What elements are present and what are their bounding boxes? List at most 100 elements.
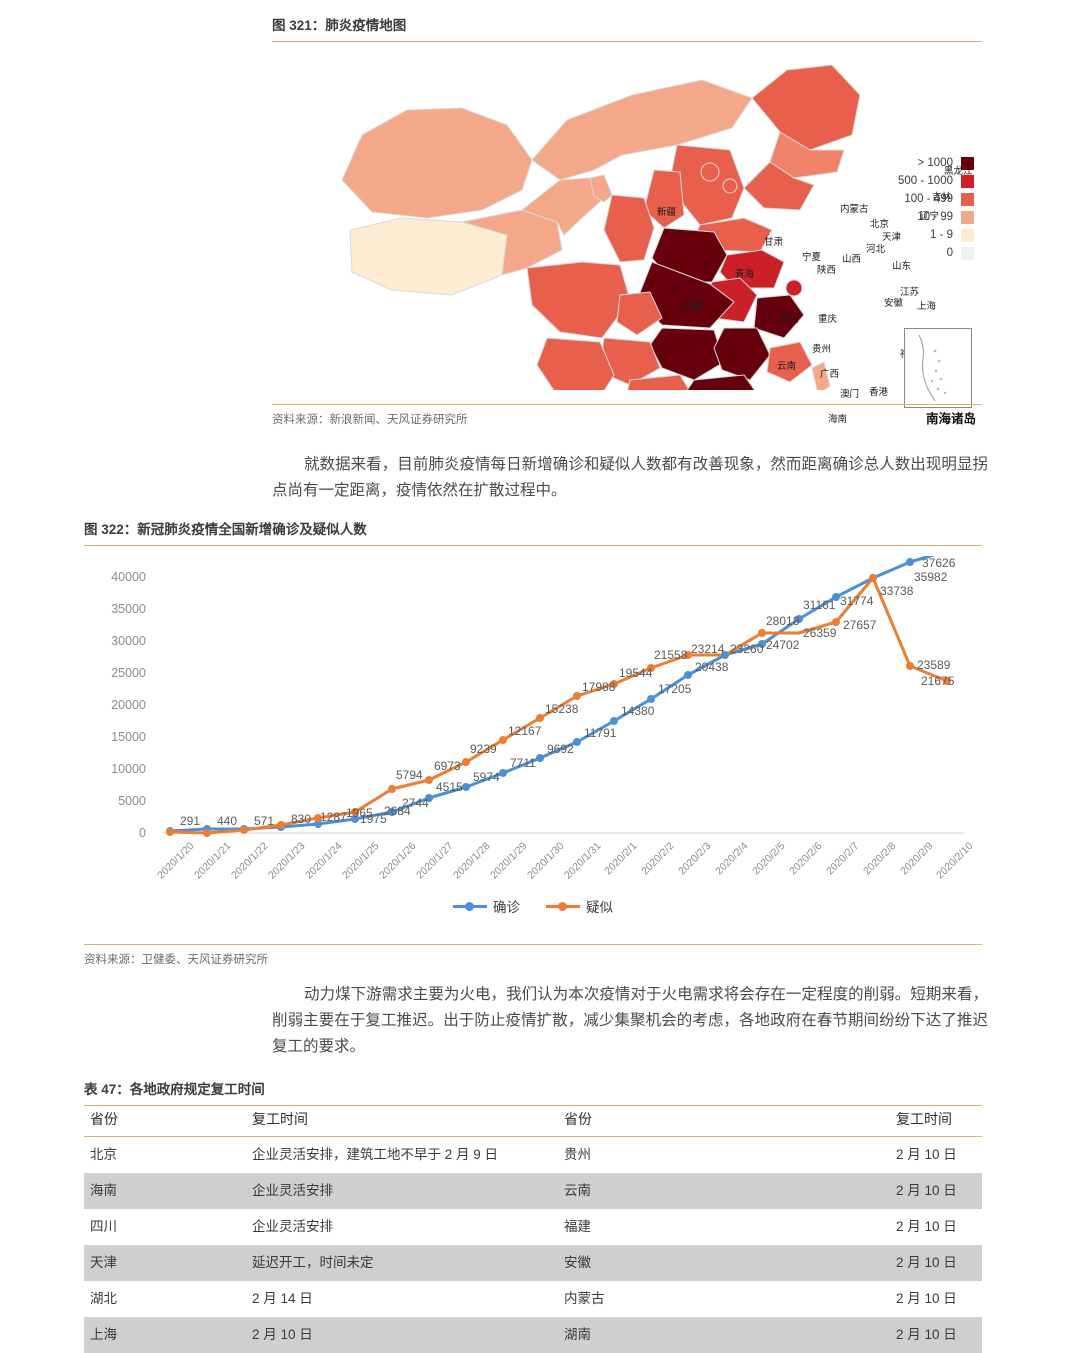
map-label-30: 澳门 — [840, 386, 859, 400]
legend-swatch — [961, 193, 974, 206]
legend-text-confirmed: 确诊 — [493, 896, 520, 916]
legend-swatch — [961, 247, 974, 260]
legend-text-suspected: 疑似 — [586, 896, 613, 916]
legend-label: > 1000 — [918, 157, 954, 169]
legend-label: 0 — [947, 247, 953, 259]
data-label: 1287 — [320, 810, 347, 824]
cell-province-2: 贵州 — [558, 1137, 890, 1174]
map-label-7: 山西 — [842, 251, 861, 265]
table-header-province-1: 省份 — [84, 1102, 246, 1137]
map-label-23: 湖南 — [850, 334, 869, 348]
map-label-17: 安徽 — [884, 295, 903, 309]
cell-province-1: 湖北 — [84, 1281, 246, 1317]
cell-time-1: 2 月 10 日 — [246, 1317, 558, 1353]
map-label-20: 浙江 — [906, 312, 925, 326]
data-label: 571 — [254, 814, 274, 828]
cell-province-2: 湖南 — [558, 1317, 890, 1353]
legend-row: > 1000 — [862, 154, 974, 172]
legend-item-suspected[interactable]: 疑似 — [546, 896, 613, 916]
south-china-sea-inset — [904, 328, 972, 408]
data-label: 26359 — [803, 626, 836, 640]
epidemic-line-chart: 40000 35000 30000 25000 20000 15000 1000… — [84, 556, 982, 938]
cell-province-2: 福建 — [558, 1209, 890, 1245]
legend-label: 1 - 9 — [930, 229, 953, 241]
data-label: 35982 — [914, 570, 947, 584]
map-label-22: 重庆 — [818, 311, 837, 325]
cell-time-1: 企业灵活安排 — [246, 1173, 558, 1209]
cell-time-2: 2 月 10 日 — [890, 1137, 982, 1174]
data-label: 830 — [291, 812, 311, 826]
data-label: 7711 — [510, 756, 536, 770]
cell-time-1: 2 月 14 日 — [246, 1281, 558, 1317]
table-row: 湖北 2 月 14 日 内蒙古 2 月 10 日 — [84, 1281, 982, 1317]
data-label: 5794 — [396, 768, 423, 782]
paragraph-two-text: 动力煤下游需求主要为火电，我们认为本次疫情对于火电需求将会存在一定程度的削弱。短… — [272, 982, 988, 1060]
cell-province-1: 上海 — [84, 1317, 246, 1353]
table-header-row: 省份 复工时间 省份 复工时间 — [84, 1102, 982, 1137]
map-label-15: 河南 — [858, 278, 877, 292]
data-label: 21558 — [654, 648, 687, 662]
legend-row: 500 - 1000 — [862, 172, 974, 190]
inset-svg — [905, 329, 969, 405]
china-epidemic-map: 黑龙江 吉林 辽宁 内蒙古 北京 天津 河北 山西 山东 宁夏 陕西 甘肃 青海… — [272, 46, 982, 398]
data-label: 17988 — [582, 680, 615, 694]
map-label-21: 四川 — [780, 311, 799, 325]
cell-province-1: 海南 — [84, 1173, 246, 1209]
data-label: 15238 — [545, 702, 578, 716]
legend-row: 100 - 499 — [862, 190, 974, 208]
data-label: 9692 — [547, 742, 574, 756]
data-label: 24702 — [766, 638, 799, 652]
cell-province-1: 天津 — [84, 1245, 246, 1281]
map-label-31: 香港 — [869, 384, 888, 398]
work-resumption-table: 省份 复工时间 省份 复工时间 北京 企业灵活安排，建筑工地不早于 2 月 9 … — [84, 1102, 982, 1353]
paragraph-one-text: 就数据来看，目前肺炎疫情每日新增确诊和疑似人数都有改善现象，然而距离确诊总人数出… — [272, 452, 988, 504]
table-row: 海南 企业灵活安排 云南 2 月 10 日 — [84, 1173, 982, 1209]
table-header-time-1: 复工时间 — [246, 1102, 558, 1137]
legend-swatch — [961, 229, 974, 242]
legend-marker-confirmed — [453, 900, 487, 912]
legend-label: 500 - 1000 — [898, 175, 953, 187]
cell-province-1: 四川 — [84, 1209, 246, 1245]
map-label-14: 西藏 — [684, 298, 703, 312]
cell-time-2: 2 月 10 日 — [890, 1317, 982, 1353]
map-label-27: 云南 — [777, 358, 796, 372]
map-label-11: 甘肃 — [764, 234, 783, 248]
data-label: 27657 — [843, 618, 876, 632]
table-header-time-2: 复工时间 — [890, 1102, 982, 1137]
figure-322-caption: 图 322：新冠肺炎疫情全国新增确诊及疑似人数 — [84, 518, 982, 546]
data-label: 23260 — [730, 642, 763, 656]
data-label: 37626 — [922, 556, 955, 570]
data-label: 12167 — [508, 724, 541, 738]
legend-row: 10 - 99 — [862, 208, 974, 226]
legend-swatch — [961, 157, 974, 170]
table-header: 省份 复工时间 省份 复工时间 — [84, 1102, 982, 1137]
map-label-24: 江西 — [878, 334, 897, 348]
figure-321-source: 资料来源：新浪新闻、天风证券研究所 — [272, 404, 982, 427]
table-header-province-2: 省份 — [558, 1102, 890, 1137]
data-label: 6973 — [434, 759, 461, 773]
data-label: 5974 — [473, 770, 500, 784]
table-row: 天津 延迟开工，时间未定 安徽 2 月 10 日 — [84, 1245, 982, 1281]
data-label: 11791 — [584, 726, 616, 740]
map-label-12: 青海 — [735, 266, 754, 280]
data-label: 23214 — [691, 642, 724, 656]
cell-time-1: 企业灵活安排，建筑工地不早于 2 月 9 日 — [246, 1137, 558, 1174]
legend-label: 100 - 499 — [904, 193, 953, 205]
legend-row: 1 - 9 — [862, 226, 974, 244]
legend-label: 10 - 99 — [917, 211, 953, 223]
map-label-29: 广东 — [852, 371, 871, 385]
figure-321-caption: 图 321：肺炎疫情地图 — [272, 14, 982, 42]
cell-province-2: 安徽 — [558, 1245, 890, 1281]
legend-item-confirmed[interactable]: 确诊 — [453, 896, 520, 916]
cell-time-2: 2 月 10 日 — [890, 1281, 982, 1317]
data-label: 19544 — [619, 666, 652, 680]
data-label: 9239 — [470, 742, 497, 756]
data-label: 33738 — [880, 584, 913, 598]
data-label: 31161 — [803, 598, 835, 612]
map-label-28: 广西 — [820, 366, 839, 380]
table-row: 四川 企业灵活安排 福建 2 月 10 日 — [84, 1209, 982, 1245]
map-legend: > 1000 500 - 1000 100 - 499 10 - 99 1 - … — [862, 154, 974, 262]
data-label: 4515 — [436, 780, 463, 794]
legend-swatch — [961, 175, 974, 188]
